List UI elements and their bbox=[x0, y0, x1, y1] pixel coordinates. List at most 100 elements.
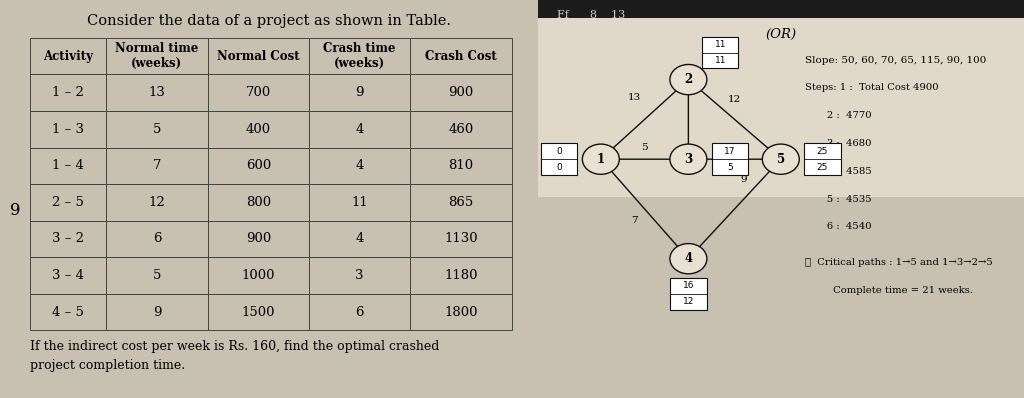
Bar bbox=[411, 38, 512, 74]
Text: ∴  Critical paths : 1→5 and 1→3→2→5: ∴ Critical paths : 1→5 and 1→3→2→5 bbox=[805, 258, 993, 267]
Text: 25: 25 bbox=[817, 147, 828, 156]
Bar bbox=[411, 294, 512, 330]
Bar bbox=[411, 184, 512, 220]
Text: Crash Cost: Crash Cost bbox=[425, 50, 497, 62]
Text: 25: 25 bbox=[817, 163, 828, 172]
Bar bbox=[106, 220, 208, 257]
Circle shape bbox=[762, 144, 800, 174]
Text: 3 – 4: 3 – 4 bbox=[52, 269, 84, 282]
Bar bbox=[106, 74, 208, 111]
Text: 11: 11 bbox=[715, 40, 726, 49]
Text: 1800: 1800 bbox=[444, 306, 478, 318]
Text: 400: 400 bbox=[246, 123, 271, 136]
Text: ⑨: ⑨ bbox=[550, 150, 564, 168]
Text: 460: 460 bbox=[449, 123, 474, 136]
Text: Normal time
(weeks): Normal time (weeks) bbox=[116, 42, 199, 70]
Bar bbox=[208, 257, 309, 294]
Bar bbox=[541, 143, 578, 175]
Circle shape bbox=[670, 144, 707, 174]
Bar bbox=[309, 148, 411, 184]
Text: 9: 9 bbox=[9, 203, 20, 219]
Bar bbox=[538, 0, 1024, 197]
Text: 12: 12 bbox=[148, 196, 165, 209]
Bar bbox=[30, 148, 106, 184]
Text: 1180: 1180 bbox=[444, 269, 478, 282]
Text: If the indirect cost per week is Rs. 160, find the optimal crashed
project compl: If the indirect cost per week is Rs. 160… bbox=[30, 340, 439, 372]
Text: 810: 810 bbox=[449, 159, 474, 172]
Bar bbox=[30, 184, 106, 220]
Bar bbox=[538, 0, 1024, 18]
Text: Complete time = 21 weeks.: Complete time = 21 weeks. bbox=[805, 286, 973, 295]
Text: 3: 3 bbox=[684, 153, 692, 166]
Bar bbox=[309, 184, 411, 220]
Text: 900: 900 bbox=[246, 232, 271, 246]
Circle shape bbox=[670, 64, 707, 95]
Text: 3: 3 bbox=[355, 269, 364, 282]
Bar bbox=[411, 257, 512, 294]
Circle shape bbox=[583, 144, 620, 174]
Bar bbox=[208, 294, 309, 330]
Text: 12: 12 bbox=[683, 297, 694, 306]
Text: 9: 9 bbox=[153, 306, 161, 318]
Text: 4 :  4585: 4 : 4585 bbox=[805, 167, 871, 176]
Bar bbox=[309, 74, 411, 111]
Bar bbox=[30, 38, 106, 74]
Text: 12: 12 bbox=[728, 95, 741, 104]
Text: 6 :  4540: 6 : 4540 bbox=[805, 222, 871, 231]
Text: 5: 5 bbox=[777, 153, 784, 166]
Bar bbox=[30, 294, 106, 330]
Text: Slope: 50, 60, 70, 65, 115, 90, 100: Slope: 50, 60, 70, 65, 115, 90, 100 bbox=[805, 56, 986, 65]
Bar bbox=[106, 294, 208, 330]
Text: 13: 13 bbox=[628, 93, 641, 101]
Bar bbox=[411, 220, 512, 257]
Text: 4: 4 bbox=[355, 159, 364, 172]
Text: 800: 800 bbox=[246, 196, 271, 209]
Text: 4 – 5: 4 – 5 bbox=[52, 306, 84, 318]
Text: Crash time
(weeks): Crash time (weeks) bbox=[324, 42, 396, 70]
Text: 1 – 4: 1 – 4 bbox=[52, 159, 84, 172]
Text: 4: 4 bbox=[355, 123, 364, 136]
Text: 2: 2 bbox=[684, 73, 692, 86]
Bar bbox=[804, 143, 841, 175]
Text: 0: 0 bbox=[556, 147, 562, 156]
Text: 17: 17 bbox=[724, 147, 735, 156]
Bar bbox=[106, 257, 208, 294]
Text: 5: 5 bbox=[727, 163, 733, 172]
Text: 3 – 2: 3 – 2 bbox=[52, 232, 84, 246]
Text: 11: 11 bbox=[351, 196, 368, 209]
Text: 1000: 1000 bbox=[242, 269, 275, 282]
Bar bbox=[208, 184, 309, 220]
Bar bbox=[30, 111, 106, 148]
Text: 5 :  4535: 5 : 4535 bbox=[805, 195, 871, 203]
Text: 0: 0 bbox=[556, 163, 562, 172]
Text: 1 – 3: 1 – 3 bbox=[52, 123, 84, 136]
Bar bbox=[30, 74, 106, 111]
Text: 7: 7 bbox=[153, 159, 161, 172]
Text: 1 – 2: 1 – 2 bbox=[52, 86, 84, 99]
Text: 865: 865 bbox=[449, 196, 474, 209]
Text: 1130: 1130 bbox=[444, 232, 478, 246]
Bar bbox=[208, 148, 309, 184]
Text: 3 :  4680: 3 : 4680 bbox=[805, 139, 871, 148]
Text: 4: 4 bbox=[684, 252, 692, 265]
Bar bbox=[30, 220, 106, 257]
Bar bbox=[208, 111, 309, 148]
Bar bbox=[670, 278, 707, 310]
Text: 7: 7 bbox=[631, 217, 637, 225]
Bar bbox=[411, 74, 512, 111]
Text: 600: 600 bbox=[246, 159, 271, 172]
Bar bbox=[309, 220, 411, 257]
Text: 13: 13 bbox=[148, 86, 165, 99]
Bar bbox=[208, 74, 309, 111]
Text: 16: 16 bbox=[683, 281, 694, 290]
Bar bbox=[106, 148, 208, 184]
Bar bbox=[106, 184, 208, 220]
Text: Normal Cost: Normal Cost bbox=[217, 50, 300, 62]
Text: Ff      8    13: Ff 8 13 bbox=[557, 10, 626, 20]
Text: 5: 5 bbox=[153, 123, 161, 136]
Bar bbox=[106, 38, 208, 74]
Text: (OR): (OR) bbox=[765, 28, 797, 41]
Circle shape bbox=[670, 244, 707, 274]
Text: 700: 700 bbox=[246, 86, 271, 99]
Bar bbox=[30, 257, 106, 294]
